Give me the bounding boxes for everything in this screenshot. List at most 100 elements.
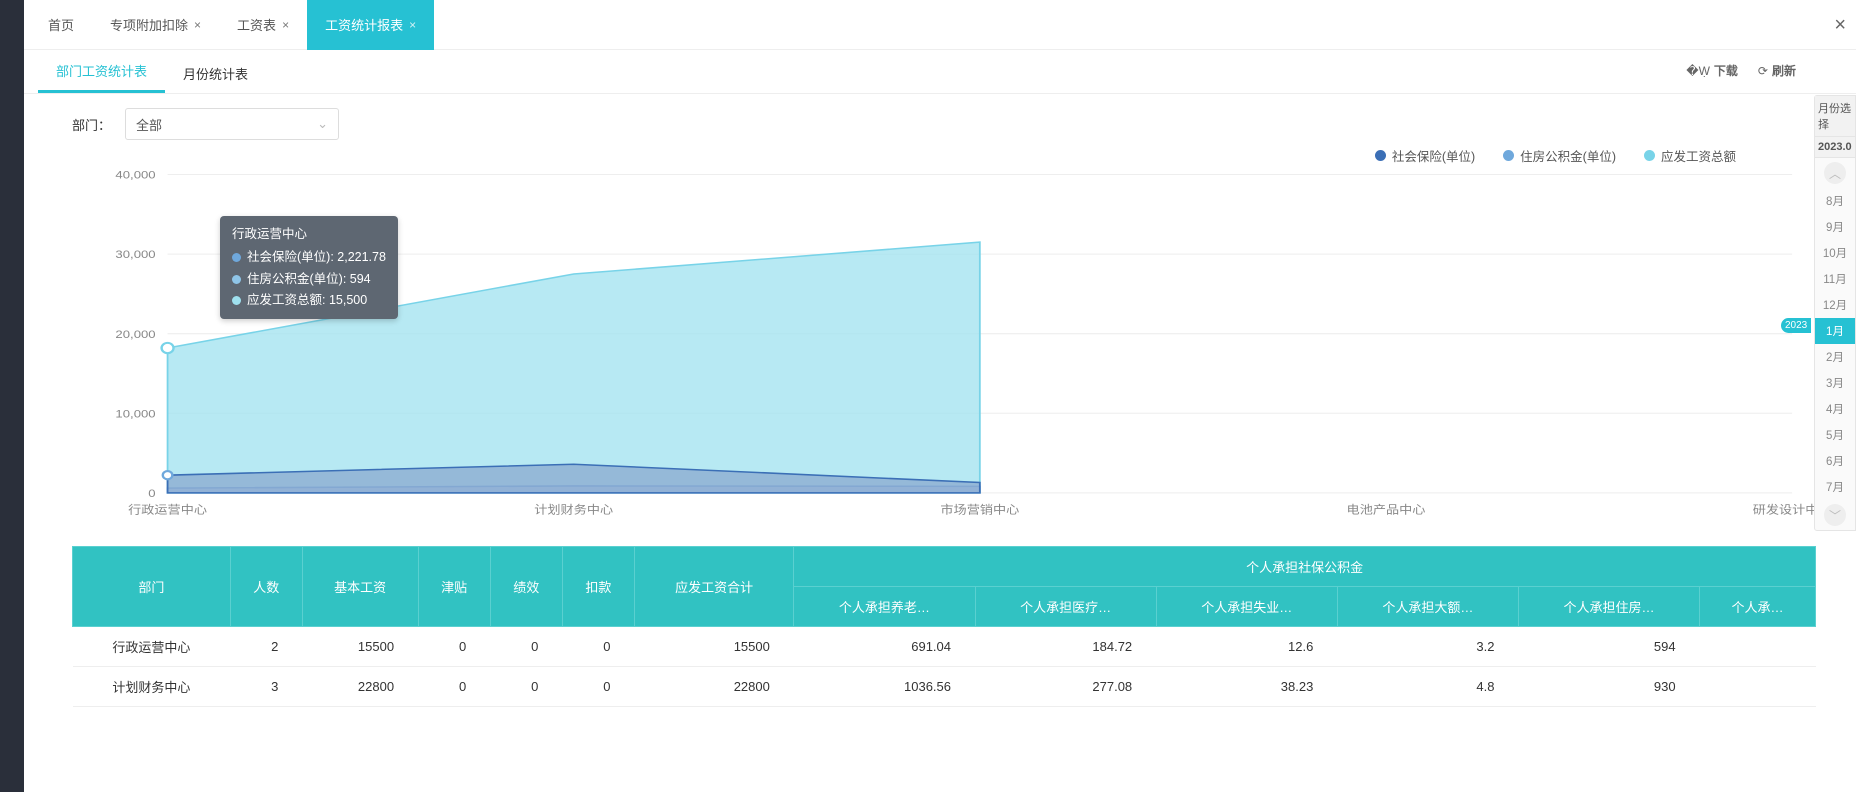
table-cell: 3 [230, 667, 302, 707]
tooltip-row: 社会保险(单位): 2,221.78 [232, 247, 386, 268]
table-cell: 0 [418, 627, 490, 667]
month-item[interactable]: 11月 [1815, 266, 1855, 292]
svg-text:研发设计中心: 研发设计中心 [1753, 502, 1816, 516]
top-tab[interactable]: 专项附加扣除× [92, 0, 219, 50]
sub-tab[interactable]: 月份统计表 [165, 54, 266, 93]
month-item[interactable]: 2月 [1815, 344, 1855, 370]
svg-text:计划财务中心: 计划财务中心 [534, 502, 613, 516]
col-header: 部门 [73, 547, 231, 627]
legend-item[interactable]: 社会保险(单位) [1375, 146, 1475, 165]
table-cell: 15500 [302, 627, 418, 667]
month-item[interactable]: 9月 [1815, 214, 1855, 240]
table-cell: 0 [490, 627, 562, 667]
table-cell: 2 [230, 627, 302, 667]
tab-close-icon[interactable]: × [282, 18, 289, 32]
col-header: 应发工资合计 [634, 547, 793, 627]
toolbar-right: �Ẉ 下载 ⟳ 刷新 [1686, 62, 1796, 79]
table-cell: 22800 [302, 667, 418, 707]
svg-text:30,000: 30,000 [115, 248, 155, 261]
data-table-wrap: 部门人数基本工资津贴绩效扣款应发工资合计个人承担社保公积金个人承担养老…个人承担… [24, 546, 1856, 792]
month-selector-panel: 月份选择 2023.0 ︿ 8月9月10月11月12月1月20232月3月4月5… [1814, 95, 1856, 531]
month-item[interactable]: 8月 [1815, 188, 1855, 214]
month-item[interactable]: 6月 [1815, 448, 1855, 474]
month-item[interactable]: 12月 [1815, 292, 1855, 318]
top-tab[interactable]: 工资表× [219, 0, 307, 50]
table-cell: 1036.56 [794, 667, 975, 707]
svg-text:10,000: 10,000 [115, 407, 155, 420]
month-item[interactable]: 1月2023 [1815, 318, 1855, 344]
area-chart: 010,00020,00030,00040,000行政运营中心计划财务中心市场营… [72, 156, 1816, 536]
table-cell: 0 [562, 667, 634, 707]
scroll-up-icon[interactable]: ︿ [1824, 162, 1846, 184]
table-row[interactable]: 计划财务中心322800000228001036.56277.0838.234.… [73, 667, 1816, 707]
svg-text:市场营销中心: 市场营销中心 [940, 502, 1019, 516]
table-cell: 4.8 [1337, 667, 1518, 707]
table-cell: 0 [418, 667, 490, 707]
svg-text:行政运营中心: 行政运营中心 [128, 502, 207, 516]
col-header: 个人承担医疗… [975, 587, 1156, 627]
table-cell: 277.08 [975, 667, 1156, 707]
col-group-header: 个人承担社保公积金 [794, 547, 1816, 587]
top-tab[interactable]: 工资统计报表× [307, 0, 434, 50]
tab-close-icon[interactable]: × [409, 18, 416, 32]
table-cell [1700, 627, 1816, 667]
table-cell [1700, 667, 1816, 707]
close-all-icon[interactable]: × [1834, 14, 1846, 37]
table-cell: 691.04 [794, 627, 975, 667]
chevron-down-icon: ⌄ [317, 116, 328, 132]
table-cell: 38.23 [1156, 667, 1337, 707]
table-cell: 计划财务中心 [73, 667, 231, 707]
legend-dot-icon [1644, 150, 1655, 161]
svg-text:20,000: 20,000 [115, 328, 155, 341]
sub-tabbar: 部门工资统计表月份统计表 �Ẉ 下载 ⟳ 刷新 [24, 50, 1856, 94]
tooltip-row: 住房公积金(单位): 594 [232, 269, 386, 290]
table-cell: 15500 [634, 627, 793, 667]
col-header: 个人承担失业… [1156, 587, 1337, 627]
filter-bar: 部门： 全部 ⌄ [24, 94, 1856, 146]
main-area: 首页专项附加扣除×工资表×工资统计报表×× 部门工资统计表月份统计表 �Ẉ 下载… [24, 0, 1856, 792]
col-header: 个人承… [1700, 587, 1816, 627]
top-tab[interactable]: 首页 [30, 0, 92, 50]
legend-dot-icon [1503, 150, 1514, 161]
col-header: 个人承担养老… [794, 587, 975, 627]
refresh-button[interactable]: ⟳ 刷新 [1758, 62, 1796, 79]
col-header: 个人承担住房… [1518, 587, 1699, 627]
month-item[interactable]: 3月 [1815, 370, 1855, 396]
download-button[interactable]: �Ẉ 下载 [1686, 62, 1738, 79]
month-panel-sub: 2023.0 [1815, 137, 1855, 158]
legend-item[interactable]: 住房公积金(单位) [1503, 146, 1616, 165]
tab-close-icon[interactable]: × [194, 18, 201, 32]
chart-legend: 社会保险(单位) 住房公积金(单位) 应发工资总额 [1375, 146, 1736, 165]
svg-text:0: 0 [148, 487, 156, 500]
table-cell: 22800 [634, 667, 793, 707]
table-cell: 12.6 [1156, 627, 1337, 667]
month-item[interactable]: 5月 [1815, 422, 1855, 448]
col-header: 绩效 [490, 547, 562, 627]
month-item[interactable]: 10月 [1815, 240, 1855, 266]
month-item[interactable]: 4月 [1815, 396, 1855, 422]
table-cell: 行政运营中心 [73, 627, 231, 667]
scroll-down-icon[interactable]: ﹀ [1824, 504, 1846, 526]
filter-label: 部门： [72, 115, 111, 134]
table-head: 部门人数基本工资津贴绩效扣款应发工资合计个人承担社保公积金个人承担养老…个人承担… [73, 547, 1816, 627]
department-select[interactable]: 全部 ⌄ [125, 108, 339, 140]
sub-tab[interactable]: 部门工资统计表 [38, 51, 165, 93]
month-item[interactable]: 7月 [1815, 474, 1855, 500]
chart-container: 社会保险(单位) 住房公积金(单位) 应发工资总额 0 10,000 20,000 30,… [24, 146, 1856, 546]
month-list: 8月9月10月11月12月1月20232月3月4月5月6月7月 [1815, 188, 1855, 500]
tooltip-row: 应发工资总额: 15,500 [232, 290, 386, 311]
refresh-label: 刷新 [1772, 62, 1796, 79]
download-label: 下载 [1714, 62, 1738, 79]
table-cell: 3.2 [1337, 627, 1518, 667]
table-row[interactable]: 行政运营中心21550000015500691.04184.7212.63.25… [73, 627, 1816, 667]
col-header: 津贴 [418, 547, 490, 627]
col-header: 个人承担大额… [1337, 587, 1518, 627]
legend-item[interactable]: 应发工资总额 [1644, 146, 1736, 165]
svg-text:电池产品中心: 电池产品中心 [1347, 502, 1426, 516]
svg-text:40,000: 40,000 [115, 168, 155, 181]
table-cell: 0 [562, 627, 634, 667]
col-header: 扣款 [562, 547, 634, 627]
col-header: 人数 [230, 547, 302, 627]
year-badge: 2023 [1781, 318, 1811, 333]
tooltip-title: 行政运营中心 [232, 224, 386, 245]
